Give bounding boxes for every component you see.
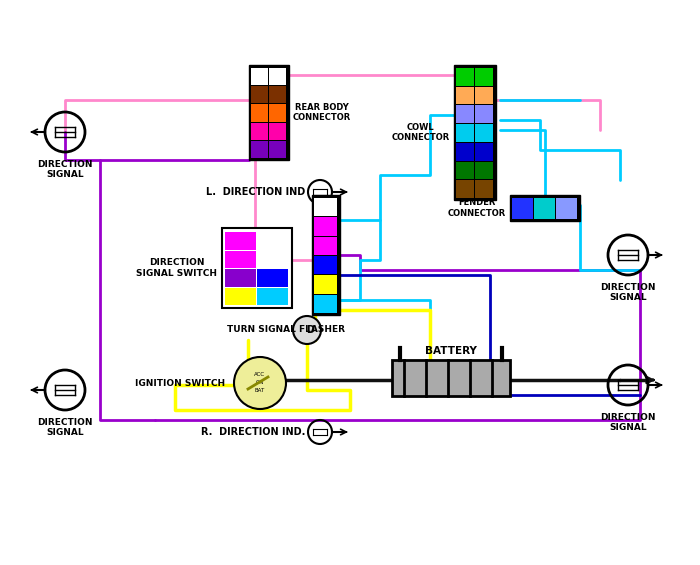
Bar (512, 198, 533, 219)
Bar (456, 68, 474, 86)
Text: L.  DIRECTION IND: L. DIRECTION IND (206, 187, 305, 197)
Bar (454, 65, 496, 200)
Text: DIRECTION
SIGNAL: DIRECTION SIGNAL (37, 160, 92, 180)
Bar (314, 198, 337, 216)
Bar (475, 162, 493, 179)
Bar (456, 86, 474, 105)
Bar (269, 141, 286, 158)
Text: DIRECTION
SIGNAL SWITCH: DIRECTION SIGNAL SWITCH (136, 258, 217, 278)
Bar (392, 360, 510, 396)
Bar (251, 86, 268, 103)
Bar (475, 143, 493, 160)
Text: D: D (306, 325, 314, 335)
Text: DIRECTION
SIGNAL: DIRECTION SIGNAL (601, 413, 656, 432)
Bar (314, 275, 337, 294)
Bar (269, 86, 286, 103)
Bar (314, 256, 337, 275)
Text: BAT: BAT (255, 388, 265, 393)
Bar (556, 198, 577, 219)
Text: ON: ON (256, 380, 264, 385)
Text: DIRECTION
SIGNAL: DIRECTION SIGNAL (601, 283, 656, 302)
Text: R.  DIRECTION IND.: R. DIRECTION IND. (201, 427, 305, 437)
Bar (456, 124, 474, 142)
Bar (456, 143, 474, 160)
Text: DIRECTION
SIGNAL: DIRECTION SIGNAL (37, 418, 92, 437)
Bar (225, 250, 256, 268)
Bar (456, 106, 474, 123)
Text: REAR BODY
CONNECTOR: REAR BODY CONNECTOR (293, 103, 351, 122)
Bar (475, 124, 493, 142)
Bar (475, 180, 493, 198)
Bar (510, 195, 580, 221)
Bar (269, 68, 286, 85)
Bar (222, 228, 292, 308)
Bar (269, 123, 286, 140)
Bar (534, 198, 555, 219)
Bar (225, 232, 256, 250)
Bar (251, 105, 268, 121)
Bar (475, 68, 493, 86)
Bar (249, 65, 289, 160)
Text: BATTERY: BATTERY (425, 346, 477, 356)
Bar (314, 218, 337, 236)
Bar (312, 195, 340, 315)
Bar (251, 68, 268, 85)
Bar (269, 105, 286, 121)
Bar (257, 288, 288, 305)
Bar (314, 237, 337, 255)
Text: ACC: ACC (254, 372, 265, 377)
Bar (225, 269, 256, 286)
Bar (314, 295, 337, 313)
Text: COWL
CONNECTOR: COWL CONNECTOR (392, 123, 450, 142)
Text: FENDER
CONNECTOR: FENDER CONNECTOR (448, 198, 506, 218)
Bar (456, 162, 474, 179)
Bar (456, 180, 474, 198)
Text: IGNITION SWITCH: IGNITION SWITCH (135, 379, 225, 388)
Circle shape (293, 316, 321, 344)
Bar (475, 86, 493, 105)
Bar (257, 269, 288, 286)
Bar (475, 106, 493, 123)
Bar (225, 288, 256, 305)
Bar (251, 141, 268, 158)
Bar (251, 123, 268, 140)
Text: TURN SIGNAL FLASHER: TURN SIGNAL FLASHER (227, 325, 345, 334)
Circle shape (234, 357, 286, 409)
